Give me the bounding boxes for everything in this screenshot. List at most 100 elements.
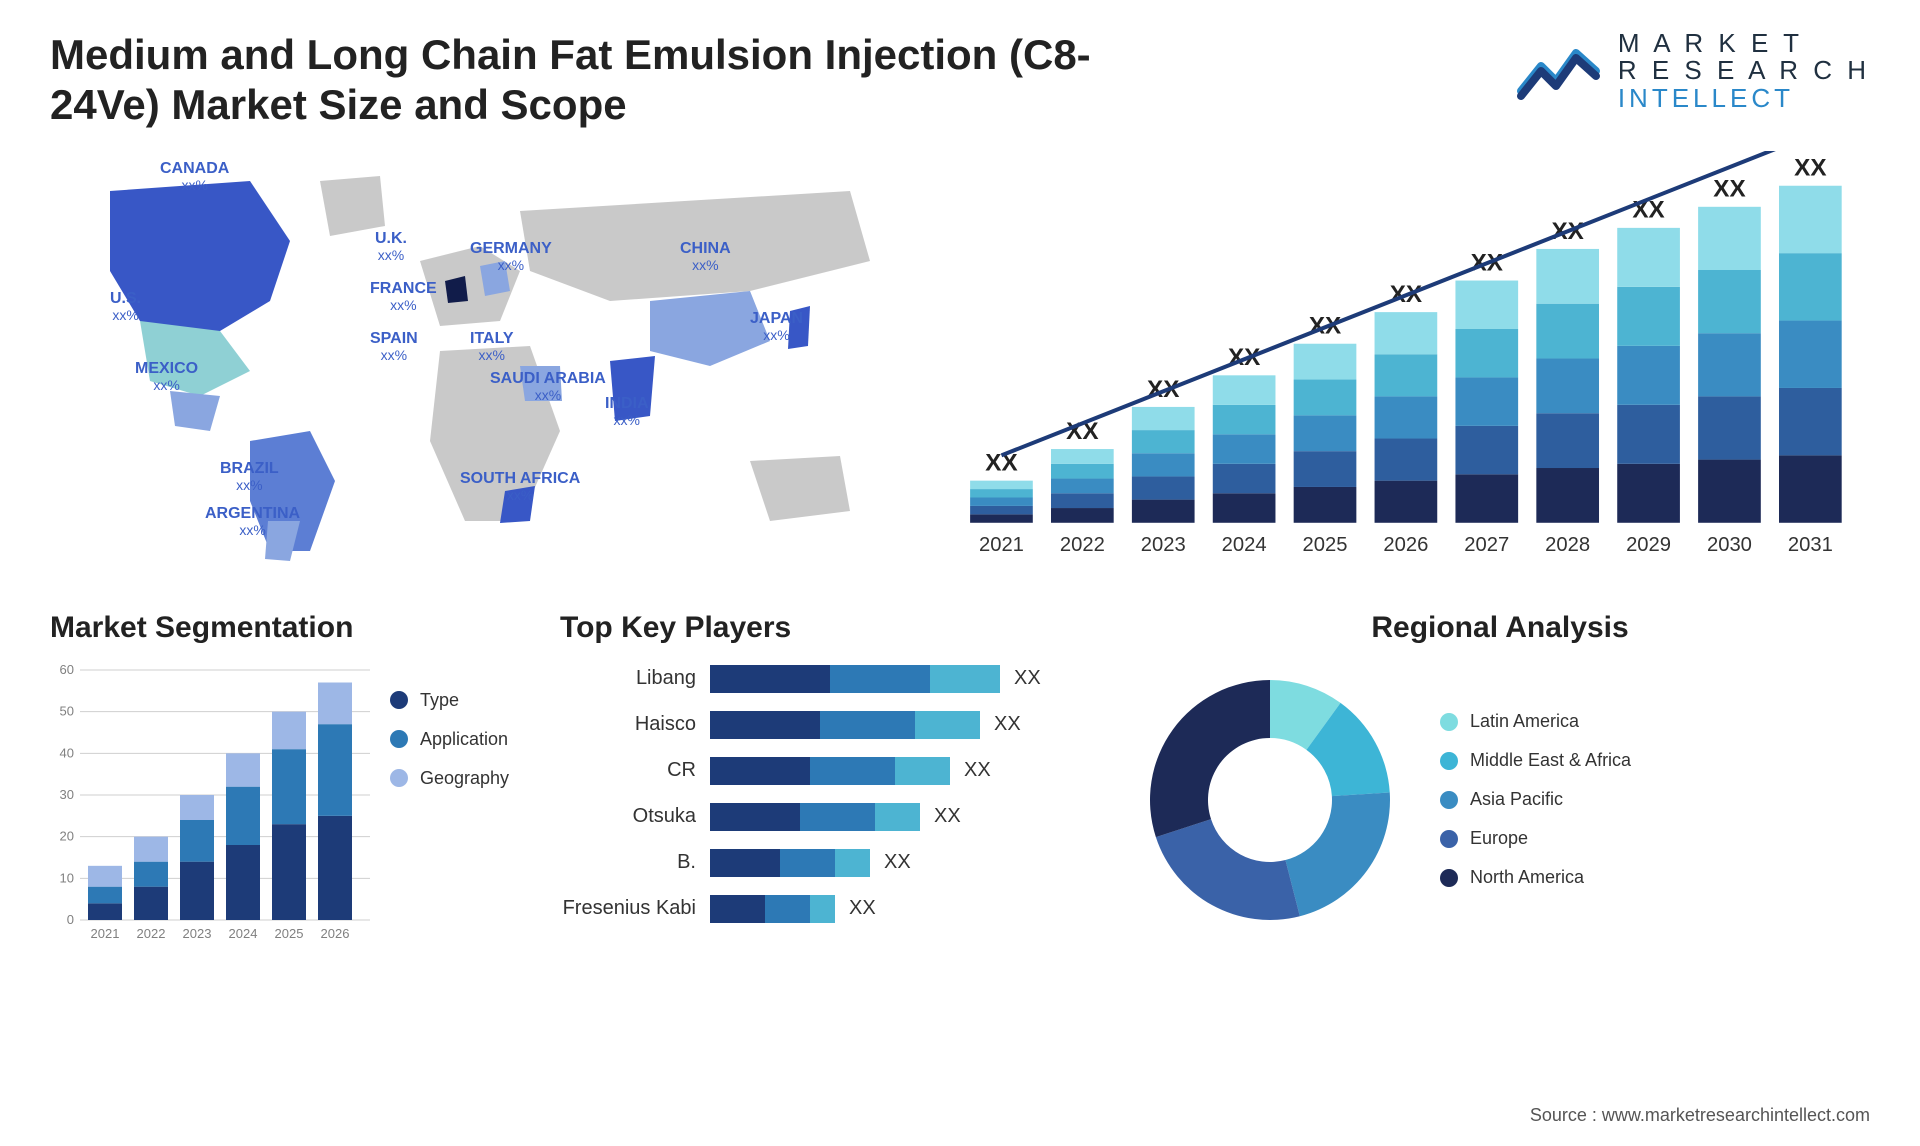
legend-item: Application	[390, 729, 509, 750]
svg-text:2025: 2025	[1303, 534, 1348, 556]
player-name: Otsuka	[560, 805, 710, 828]
regional-legend: Latin America Middle East & Africa Asia Pa…	[1440, 711, 1631, 888]
player-name: Haisco	[560, 713, 710, 736]
svg-text:50: 50	[60, 703, 74, 718]
svg-text:2021: 2021	[979, 534, 1024, 556]
logo-mark-icon	[1516, 41, 1606, 101]
legend-swatch-icon	[390, 769, 408, 787]
regional-title: Regional Analysis	[1130, 611, 1870, 645]
map-label: FRANCExx%	[370, 281, 437, 315]
legend-swatch-icon	[390, 691, 408, 709]
player-row: CR XX	[560, 752, 1100, 790]
player-row: Fresenius Kabi XX	[560, 890, 1100, 928]
svg-text:2031: 2031	[1788, 534, 1833, 556]
page-title: Medium and Long Chain Fat Emulsion Injec…	[50, 30, 1150, 131]
player-bar	[710, 849, 870, 877]
map-label: BRAZILxx%	[220, 461, 279, 495]
player-name: B.	[560, 851, 710, 874]
svg-text:XX: XX	[1794, 154, 1826, 181]
map-label: GERMANYxx%	[470, 241, 552, 275]
map-label: CHINAxx%	[680, 241, 731, 275]
player-value: XX	[934, 805, 961, 828]
svg-text:2023: 2023	[183, 926, 212, 941]
legend-swatch-icon	[1440, 752, 1458, 770]
source-text: Source : www.marketresearchintellect.com	[1530, 1105, 1870, 1126]
player-value: XX	[964, 759, 991, 782]
svg-text:2023: 2023	[1141, 534, 1186, 556]
map-label: MEXICOxx%	[135, 361, 198, 395]
segmentation-title: Market Segmentation	[50, 611, 530, 645]
regional-donut-chart	[1130, 660, 1410, 940]
legend-label: Geography	[420, 768, 509, 789]
legend-item: North America	[1440, 867, 1631, 888]
player-value: XX	[884, 851, 911, 874]
logo-line1: M A R K E T	[1618, 30, 1870, 57]
player-value: XX	[994, 713, 1021, 736]
player-value: XX	[1014, 667, 1041, 690]
legend-label: Middle East & Africa	[1470, 750, 1631, 771]
player-name: Fresenius Kabi	[560, 897, 710, 920]
players-title: Top Key Players	[560, 611, 1100, 645]
map-label: ARGENTINAxx%	[205, 506, 300, 540]
svg-text:2029: 2029	[1626, 534, 1671, 556]
svg-text:2022: 2022	[137, 926, 166, 941]
legend-label: Latin America	[1470, 711, 1579, 732]
players-list: LibangXXHaiscoXXCRXXOtsukaXXB.XXFreseniu…	[560, 660, 1100, 928]
svg-text:60: 60	[60, 662, 74, 677]
svg-text:2030: 2030	[1707, 534, 1752, 556]
svg-text:30: 30	[60, 787, 74, 802]
svg-text:2026: 2026	[321, 926, 350, 941]
legend-item: Geography	[390, 768, 509, 789]
player-name: CR	[560, 759, 710, 782]
player-bar	[710, 711, 980, 739]
legend-swatch-icon	[1440, 830, 1458, 848]
logo-line3: INTELLECT	[1618, 85, 1870, 112]
legend-swatch-icon	[1440, 869, 1458, 887]
legend-label: Type	[420, 690, 459, 711]
legend-label: North America	[1470, 867, 1584, 888]
legend-label: Application	[420, 729, 508, 750]
legend-item: Asia Pacific	[1440, 789, 1631, 810]
map-label: ITALYxx%	[470, 331, 514, 365]
legend-label: Asia Pacific	[1470, 789, 1563, 810]
map-label: SOUTH AFRICAxx%	[460, 471, 580, 505]
logo-line2: R E S E A R C H	[1618, 57, 1870, 84]
map-label: SAUDI ARABIAxx%	[490, 371, 606, 405]
segmentation-chart: 0102030405060202120222023202420252026	[50, 660, 370, 950]
player-bar	[710, 803, 920, 831]
segmentation-legend: Type Application Geography	[390, 660, 509, 950]
legend-swatch-icon	[1440, 791, 1458, 809]
player-row: Haisco XX	[560, 706, 1100, 744]
legend-item: Europe	[1440, 828, 1631, 849]
player-row: Otsuka XX	[560, 798, 1100, 836]
player-name: Libang	[560, 667, 710, 690]
svg-text:2024: 2024	[1222, 534, 1267, 556]
svg-text:2028: 2028	[1545, 534, 1590, 556]
player-row: Libang XX	[560, 660, 1100, 698]
map-label: CANADAxx%	[160, 161, 229, 195]
map-label: INDIAxx%	[605, 396, 649, 430]
player-value: XX	[849, 897, 876, 920]
player-row: B. XX	[560, 844, 1100, 882]
svg-text:2024: 2024	[229, 926, 258, 941]
legend-swatch-icon	[390, 730, 408, 748]
map-label: U.K.xx%	[375, 231, 407, 265]
svg-text:20: 20	[60, 828, 74, 843]
player-bar	[710, 757, 950, 785]
world-map: CANADAxx%U.S.xx%MEXICOxx%BRAZILxx%ARGENT…	[50, 151, 920, 571]
player-bar	[710, 895, 835, 923]
svg-text:10: 10	[60, 870, 74, 885]
map-label: SPAINxx%	[370, 331, 418, 365]
legend-label: Europe	[1470, 828, 1528, 849]
brand-logo: M A R K E T R E S E A R C H INTELLECT	[1516, 30, 1870, 112]
legend-item: Middle East & Africa	[1440, 750, 1631, 771]
svg-text:2022: 2022	[1060, 534, 1105, 556]
svg-text:2026: 2026	[1383, 534, 1428, 556]
map-label: JAPANxx%	[750, 311, 803, 345]
player-bar	[710, 665, 1000, 693]
svg-text:40: 40	[60, 745, 74, 760]
legend-swatch-icon	[1440, 713, 1458, 731]
svg-text:2025: 2025	[275, 926, 304, 941]
legend-item: Type	[390, 690, 509, 711]
svg-text:0: 0	[67, 912, 74, 927]
